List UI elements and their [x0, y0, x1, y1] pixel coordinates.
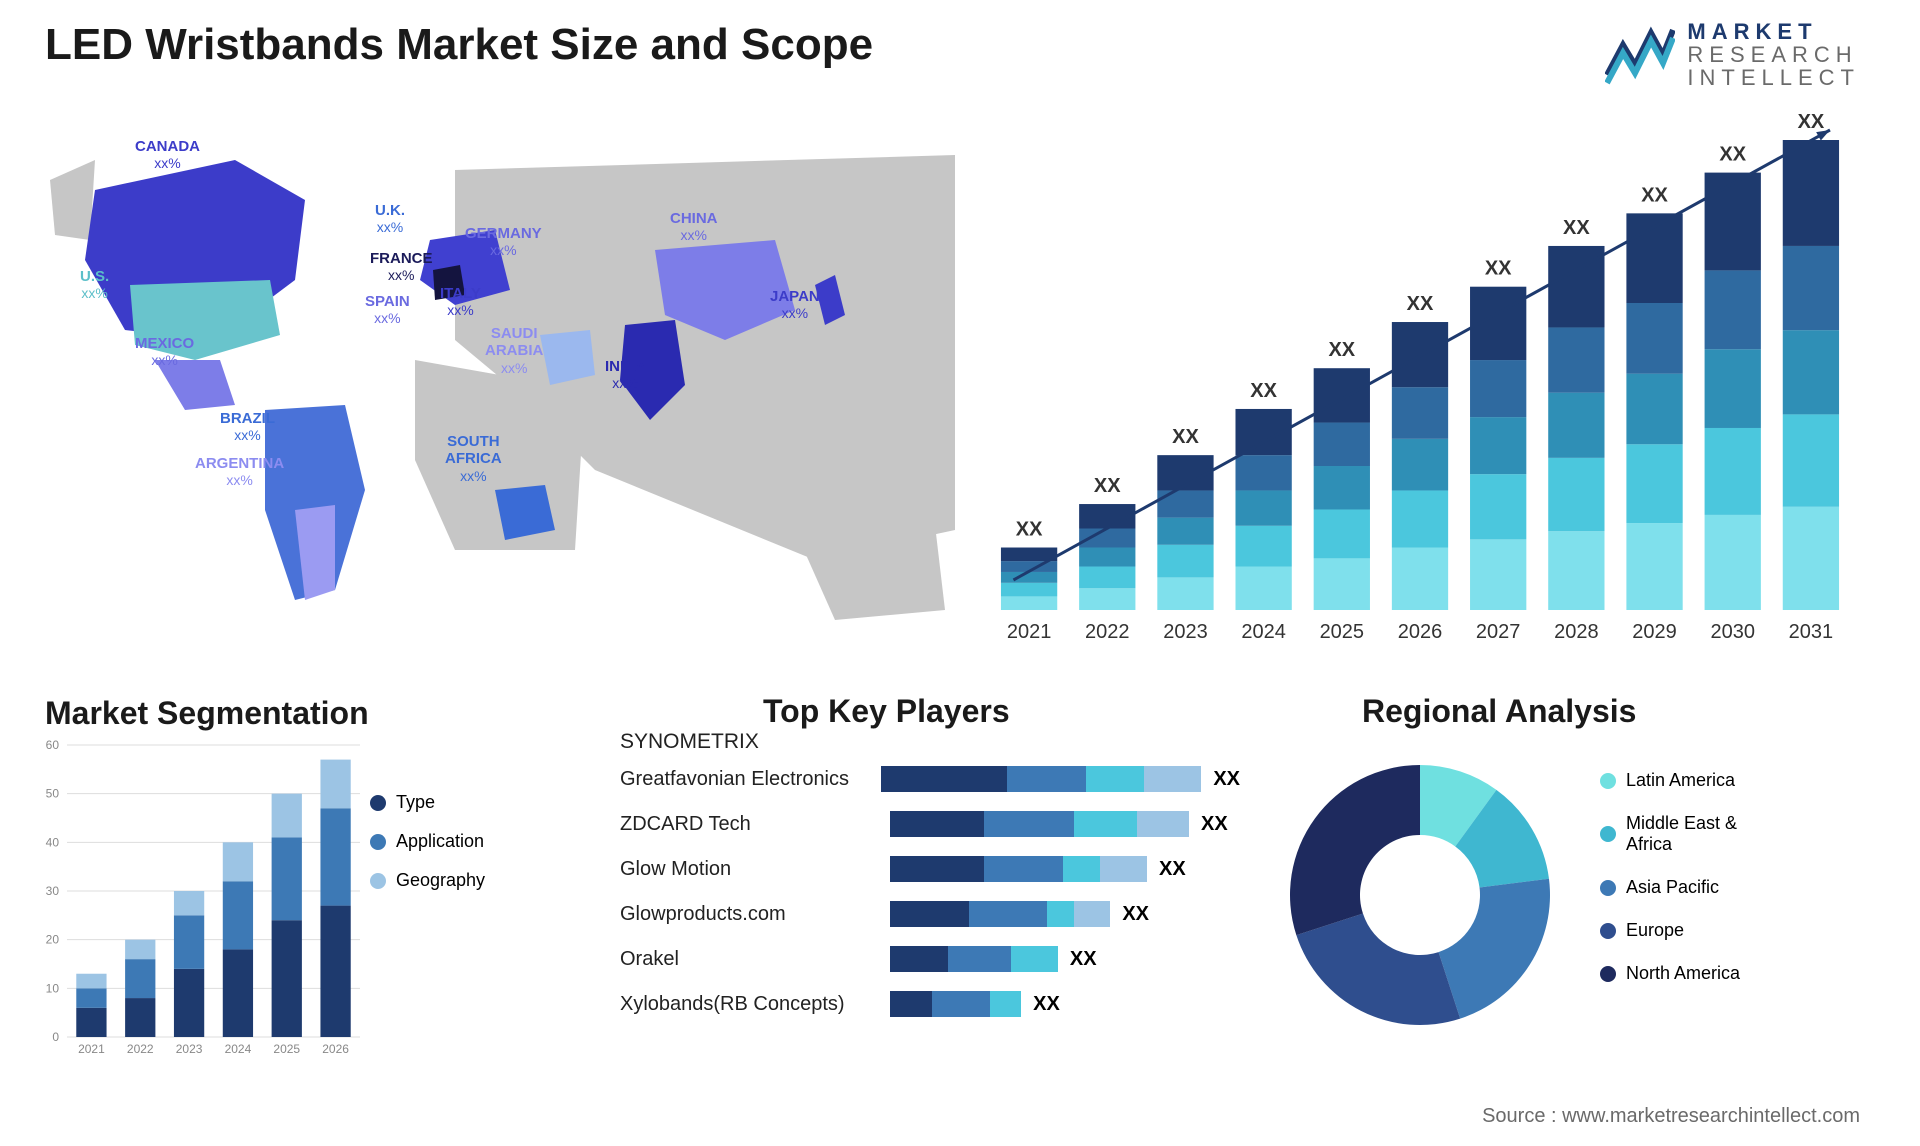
svg-text:XX: XX [1485, 258, 1512, 280]
map-label-saudi-arabia: SAUDIARABIAxx% [485, 325, 543, 376]
logo-mark-icon [1605, 25, 1675, 85]
segmentation-title: Market Segmentation [45, 695, 369, 732]
world-map: CANADAxx% U.S.xx% MEXICOxx% BRAZILxx% ARGENT… [35, 110, 955, 680]
svg-text:XX: XX [1798, 111, 1825, 133]
svg-text:XX: XX [1641, 184, 1668, 206]
map-label-mexico: MEXICOxx% [135, 335, 194, 368]
logo-text-1: MARKET [1687, 20, 1860, 43]
kp-row-zdcard-tech: ZDCARD TechXX [620, 805, 1240, 843]
svg-text:2022: 2022 [127, 1042, 154, 1056]
svg-text:2028: 2028 [1554, 621, 1599, 643]
svg-text:XX: XX [1407, 293, 1434, 315]
key-players-header: SYNOMETRIX [620, 730, 890, 754]
reg-legend-europe: Europe [1600, 920, 1786, 941]
reg-legend-middle-east-africa: Middle East & Africa [1600, 813, 1786, 855]
svg-text:60: 60 [46, 738, 60, 752]
svg-text:2025: 2025 [273, 1042, 300, 1056]
reg-legend-asia-pacific: Asia Pacific [1600, 877, 1786, 898]
svg-text:XX: XX [1719, 144, 1746, 166]
map-label-france: FRANCExx% [370, 250, 433, 283]
svg-text:2026: 2026 [1398, 621, 1443, 643]
map-region-south-africa [495, 485, 555, 540]
svg-text:XX: XX [1563, 217, 1590, 239]
map-label-u.s.: U.S.xx% [80, 268, 109, 301]
svg-text:2031: 2031 [1789, 621, 1834, 643]
source-text: Source : www.marketresearchintellect.com [1482, 1105, 1860, 1128]
svg-text:2023: 2023 [1163, 621, 1208, 643]
segmentation-chart: 0 10 20 30 40 50 60 2021 2022 2023 2024 2025 2026 [35, 735, 595, 1085]
map-label-germany: GERMANYxx% [465, 225, 542, 258]
map-label-china: CHINAxx% [670, 210, 718, 243]
seg-legend-geography: Geography [370, 870, 485, 891]
svg-text:XX: XX [1250, 380, 1277, 402]
svg-text:2025: 2025 [1320, 621, 1365, 643]
svg-text:XX: XX [1328, 339, 1355, 361]
growth-chart: XX 2021 XX 2022 XX 2023 XX 2024 XX 2025 XX 2026 XX 20… [980, 110, 1860, 670]
donut-slice-europe [1296, 914, 1460, 1025]
brand-logo: MARKET RESEARCH INTELLECT [1605, 20, 1860, 89]
svg-text:XX: XX [1016, 519, 1043, 541]
svg-text:20: 20 [46, 933, 60, 947]
svg-text:XX: XX [1094, 475, 1121, 497]
map-label-brazil: BRAZILxx% [220, 410, 275, 443]
map-label-argentina: ARGENTINAxx% [195, 455, 284, 488]
donut-slice-asia-pacific [1439, 879, 1550, 1019]
map-label-u.k.: U.K.xx% [375, 202, 405, 235]
segmentation-legend: Type Application Geography [370, 792, 485, 909]
regional-chart [1260, 735, 1880, 1085]
map-label-india: INDIAxx% [605, 358, 646, 391]
svg-text:2023: 2023 [176, 1042, 203, 1056]
logo-text-2: RESEARCH [1687, 43, 1860, 66]
seg-legend-application: Application [370, 831, 485, 852]
svg-text:2030: 2030 [1710, 621, 1755, 643]
svg-text:10: 10 [46, 981, 60, 995]
map-label-south-africa: SOUTHAFRICAxx% [445, 433, 502, 484]
svg-text:2024: 2024 [1241, 621, 1286, 643]
svg-text:2027: 2027 [1476, 621, 1521, 643]
svg-text:2022: 2022 [1085, 621, 1130, 643]
key-players-chart: SYNOMETRIX Greatfavonian ElectronicsXX ZD… [620, 730, 1240, 1090]
svg-text:2021: 2021 [78, 1042, 105, 1056]
map-label-canada: CANADAxx% [135, 138, 200, 171]
svg-text:2029: 2029 [1632, 621, 1677, 643]
svg-text:50: 50 [46, 787, 60, 801]
kp-row-glow-motion: Glow MotionXX [620, 850, 1240, 888]
svg-text:2026: 2026 [322, 1042, 349, 1056]
map-label-japan: JAPANxx% [770, 288, 820, 321]
svg-text:40: 40 [46, 835, 60, 849]
seg-legend-type: Type [370, 792, 485, 813]
kp-row-xylobands-rb-concepts-: Xylobands(RB Concepts)XX [620, 985, 1240, 1023]
kp-row-greatfavonian-electronics: Greatfavonian ElectronicsXX [620, 760, 1240, 798]
svg-text:2021: 2021 [1007, 621, 1052, 643]
donut-slice-north-america [1290, 765, 1420, 935]
map-label-italy: ITALYxx% [440, 285, 481, 318]
key-players-title: Top Key Players [763, 693, 1010, 730]
map-label-spain: SPAINxx% [365, 293, 410, 326]
svg-text:XX: XX [1172, 426, 1199, 448]
svg-text:2024: 2024 [225, 1042, 252, 1056]
kp-row-glowproducts-com: Glowproducts.comXX [620, 895, 1240, 933]
regional-title: Regional Analysis [1362, 693, 1636, 730]
page-title: LED Wristbands Market Size and Scope [45, 20, 873, 70]
kp-row-orakel: OrakelXX [620, 940, 1240, 978]
reg-legend-north-america: North America [1600, 963, 1786, 984]
reg-legend-latin-america: Latin America [1600, 770, 1786, 791]
logo-text-3: INTELLECT [1687, 66, 1860, 89]
regional-legend: Latin America Middle East & Africa Asia Pa… [1600, 770, 1786, 1006]
svg-text:30: 30 [46, 884, 60, 898]
svg-text:0: 0 [52, 1030, 59, 1044]
